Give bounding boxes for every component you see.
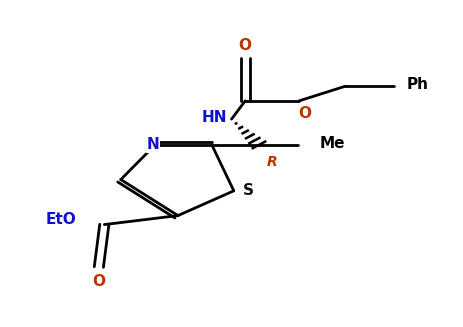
Text: HN: HN [201,110,227,125]
Text: O: O [92,274,106,289]
Text: S: S [243,183,254,198]
Text: R: R [266,155,277,169]
Text: EtO: EtO [45,212,76,227]
Text: N: N [146,137,159,152]
Text: O: O [239,38,252,53]
Text: O: O [298,106,311,121]
Text: Me: Me [320,136,345,151]
Text: Ph: Ph [407,77,429,92]
